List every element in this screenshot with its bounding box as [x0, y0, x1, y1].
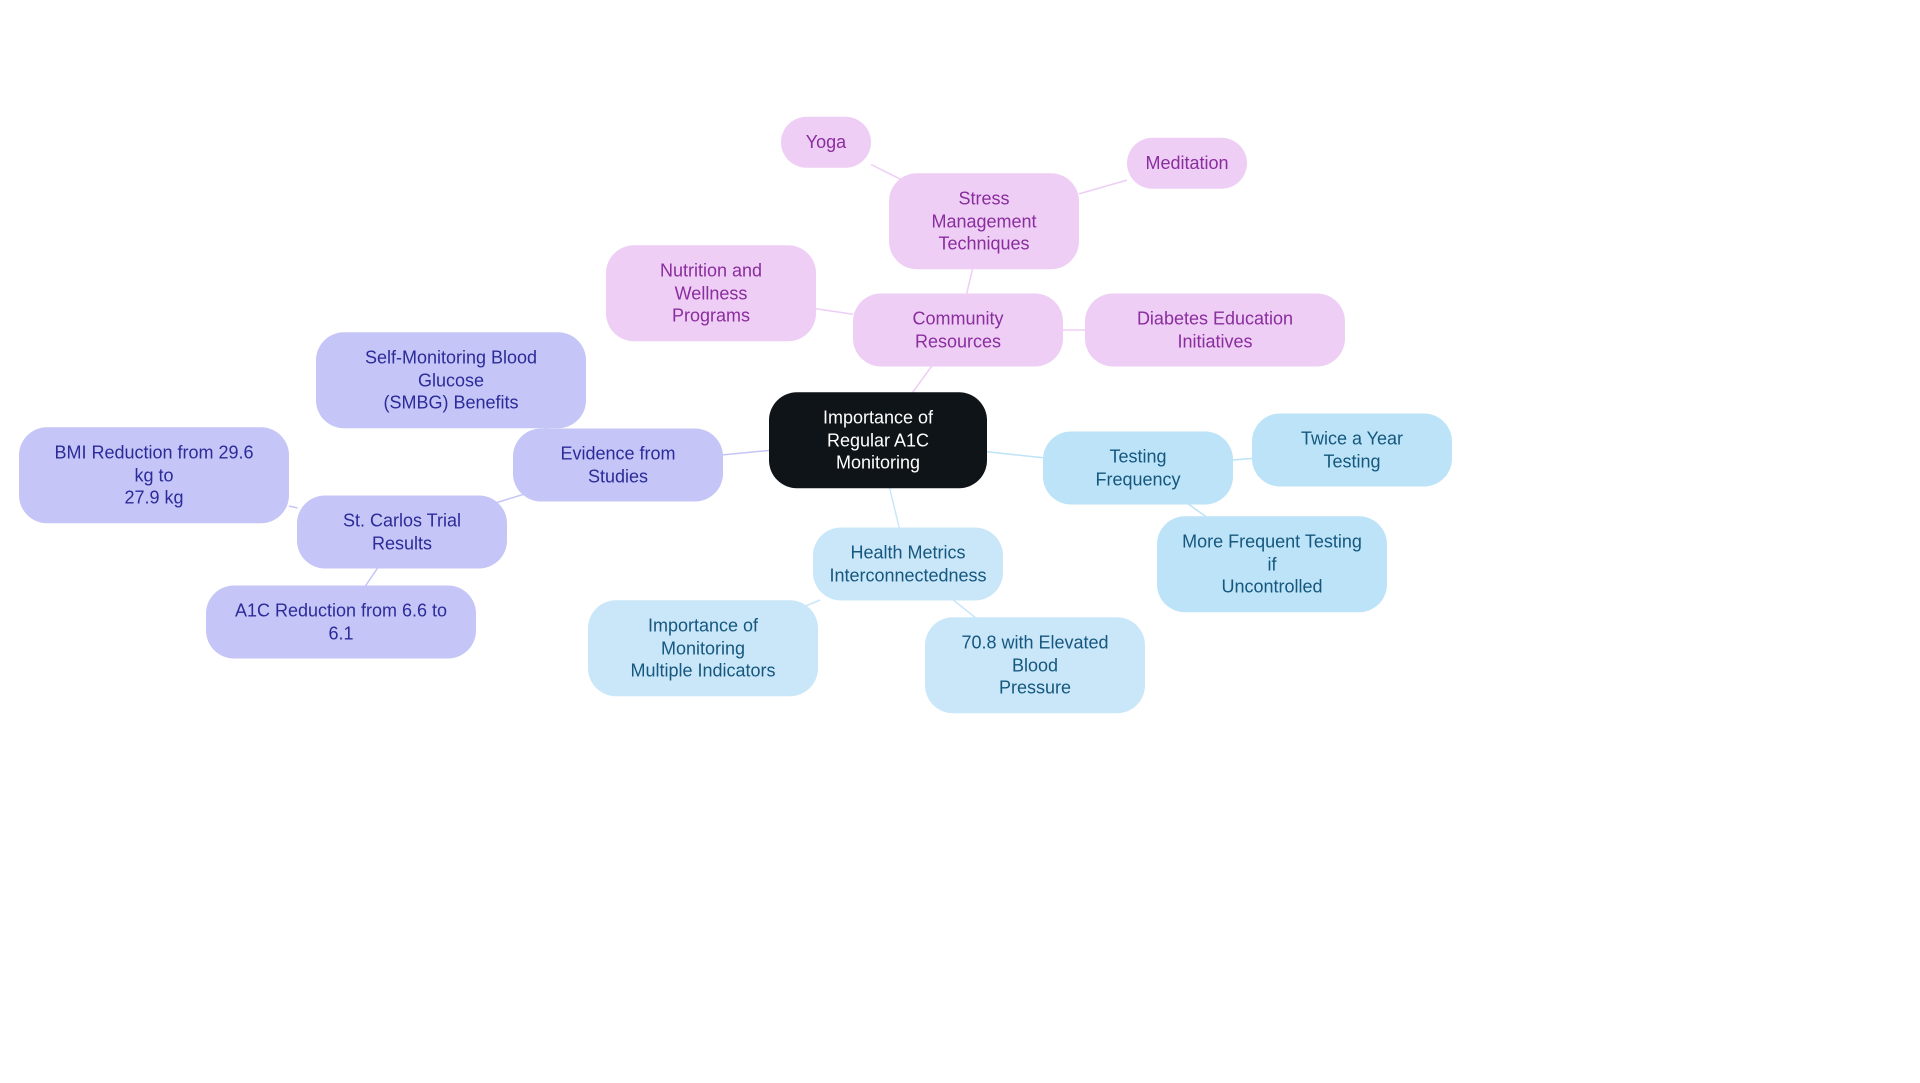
- node-twice: Twice a Year Testing: [1252, 414, 1452, 487]
- node-stress: Stress Management Techniques: [889, 173, 1079, 269]
- node-metrics: Health Metrics Interconnectedness: [813, 528, 1003, 601]
- node-morefreq: More Frequent Testing if Uncontrolled: [1157, 516, 1387, 612]
- edge: [816, 309, 853, 315]
- edge: [1079, 180, 1127, 194]
- node-bp708: 70.8 with Elevated Blood Pressure: [925, 617, 1145, 713]
- node-testfreq: Testing Frequency: [1043, 432, 1233, 505]
- node-yoga: Yoga: [781, 117, 871, 168]
- node-diabedu: Diabetes Education Initiatives: [1085, 294, 1345, 367]
- node-stcarlos: St. Carlos Trial Results: [297, 496, 507, 569]
- node-community: Community Resources: [853, 294, 1063, 367]
- node-root: Importance of Regular A1C Monitoring: [769, 392, 987, 488]
- edge: [1233, 458, 1252, 460]
- mindmap-canvas: Importance of Regular A1C Monitoring Test…: [0, 0, 1920, 1083]
- edge: [723, 450, 769, 454]
- edge: [987, 452, 1043, 458]
- node-smbg: Self-Monitoring Blood Glucose (SMBG) Ben…: [316, 332, 586, 428]
- node-meditate: Meditation: [1127, 138, 1247, 189]
- node-evidence: Evidence from Studies: [513, 429, 723, 502]
- node-bmi: BMI Reduction from 29.6 kg to 27.9 kg: [19, 427, 289, 523]
- node-nutrition: Nutrition and Wellness Programs: [606, 245, 816, 341]
- edge: [289, 506, 298, 508]
- node-multi: Importance of Monitoring Multiple Indica…: [588, 600, 818, 696]
- node-a1cred: A1C Reduction from 6.6 to 6.1: [206, 586, 476, 659]
